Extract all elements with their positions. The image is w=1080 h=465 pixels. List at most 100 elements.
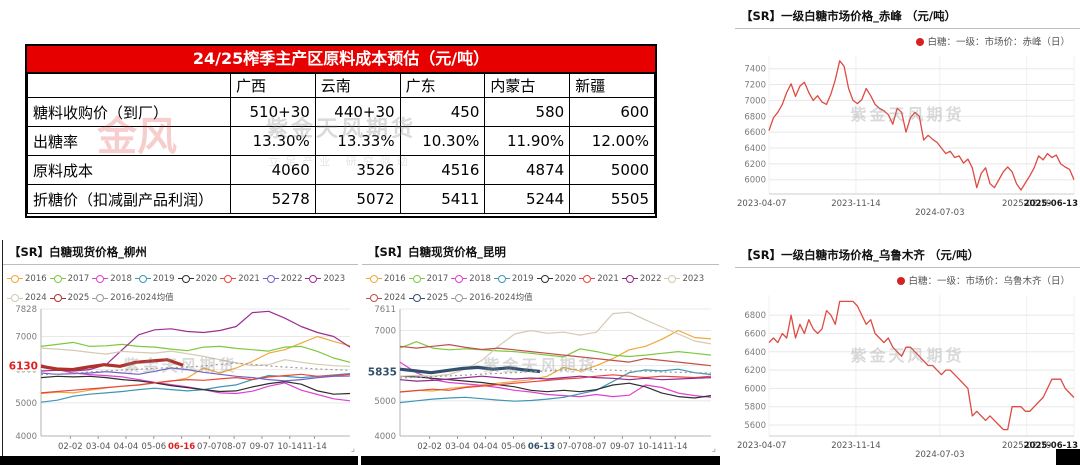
table-row: 出糖率 13.30% 13.33% 10.30% 11.90% 12.00% xyxy=(27,126,655,156)
table-cell: 10.30% xyxy=(399,126,486,156)
chart-title-kunming: 【SR】白糖现货价格_昆明 xyxy=(362,240,719,265)
raw-cost-table: 广西 云南 广东 内蒙古 新疆 糖料收购价（到厂） 510+30 440+30 450 580 60… xyxy=(27,73,655,214)
legend-item-2018: 2018 xyxy=(92,272,132,286)
svg-text:2024-07-03: 2024-07-03 xyxy=(915,450,964,460)
legend-item-label: 2023 xyxy=(323,273,346,284)
svg-text:02-02: 02-02 xyxy=(58,442,83,452)
series-2024-line xyxy=(399,343,712,367)
legend-item-2021: 2021 xyxy=(579,272,619,286)
table-cell: 13.33% xyxy=(314,126,401,156)
table-cell: 5000 xyxy=(569,155,655,185)
svg-text:03-04: 03-04 xyxy=(445,442,470,452)
legend-ring-icon xyxy=(412,294,421,302)
legend-kunming: 2016 2017 2018 2019 2020 2021 2022 2023 2024 2025… xyxy=(362,265,719,306)
table-cell: 13.30% xyxy=(230,126,316,156)
current-value-label: 5835 xyxy=(368,366,397,378)
current-value-label: 6130 xyxy=(9,360,38,372)
legend-item-label: 2023 xyxy=(682,273,705,284)
bottom-black-strip-left xyxy=(0,456,358,465)
svg-text:7000: 7000 xyxy=(744,96,766,106)
kunming-plot-area: 4000 5000 7000 7611 5835 02-02 03-04 04-04 05-06… xyxy=(362,302,719,456)
legend-item-label: 2016 xyxy=(25,273,47,284)
legend-item-label: 2024 xyxy=(25,293,47,303)
legend-urumqi: 白糖：一级：市场价：乌鲁木齐（日） xyxy=(735,268,1080,287)
legend-item-2016-2024均值: 2016-2024均值 xyxy=(92,291,174,305)
row-label: 出糖率 xyxy=(27,126,231,156)
svg-text:7611: 7611 xyxy=(374,305,396,315)
svg-text:6000: 6000 xyxy=(744,384,766,394)
table-cell: 440+30 xyxy=(314,97,401,127)
bottom-black-corner xyxy=(1056,449,1080,465)
legend-item-2018: 2018 xyxy=(451,272,491,286)
legend-ring-icon xyxy=(53,274,62,283)
svg-text:11-14: 11-14 xyxy=(663,442,688,452)
legend-item-2016: 2016 xyxy=(7,272,47,286)
legend-item-2019: 2019 xyxy=(134,272,175,286)
svg-text:2025-06-13: 2025-06-13 xyxy=(1024,199,1078,209)
legend-ring-icon xyxy=(412,274,421,283)
chifeng-plot-area: 6000 6200 6400 6600 6800 7000 7200 7400 2023-04-… xyxy=(735,50,1080,220)
svg-text:7200: 7200 xyxy=(744,81,766,91)
legend-item-label: 2020 xyxy=(195,273,218,284)
chart-title-liuzhou: 【SR】白糖现货价格_柳州 xyxy=(3,240,358,265)
svg-text:04-04: 04-04 xyxy=(473,442,498,452)
chart-title-chifeng: 【SR】一级白糖市场价格_赤峰 （元/吨） xyxy=(735,4,1080,29)
legend-ring-icon xyxy=(138,274,147,283)
legend-item-2024: 2024 xyxy=(366,291,406,305)
kunming-svg: 4000 5000 7000 7611 5835 02-02 03-04 04-04 05-06… xyxy=(366,305,712,452)
svg-text:10-14: 10-14 xyxy=(638,442,663,452)
row-label: 原料成本 xyxy=(27,155,231,185)
legend-ring-icon xyxy=(181,274,190,283)
series-2021-line xyxy=(399,374,712,393)
table-cell: 580 xyxy=(484,97,571,127)
table-cell: 5505 xyxy=(569,184,655,214)
legend-ring-icon xyxy=(224,274,233,283)
table-header-cell: 广东 xyxy=(399,73,486,98)
legend-ring-icon xyxy=(96,294,105,302)
legend-ring-icon xyxy=(625,274,634,283)
svg-text:08-07: 08-07 xyxy=(582,442,607,452)
svg-text:07-07: 07-07 xyxy=(197,442,222,452)
svg-text:6200: 6200 xyxy=(744,160,766,170)
legend-item-label: 2016-2024均值 xyxy=(110,293,174,303)
legend-item-2017: 2017 xyxy=(408,272,448,286)
table-cell: 5072 xyxy=(314,184,401,214)
legend-ring-icon xyxy=(309,274,318,283)
svg-text:03-04: 03-04 xyxy=(86,442,111,452)
series-2020-line xyxy=(399,375,712,399)
legend-liuzhou: 2016 2017 2018 2019 2020 2021 2022 2023 2024 2025… xyxy=(3,265,358,306)
legend-ring-icon xyxy=(497,274,506,283)
table-row: 原料成本 4060 3526 4516 4874 5000 xyxy=(27,155,655,185)
svg-text:6400: 6400 xyxy=(744,144,766,154)
series-2019-line xyxy=(40,373,351,403)
svg-text:09-07: 09-07 xyxy=(250,442,275,452)
legend-item-2021: 2021 xyxy=(220,272,260,286)
svg-text:2023-11-14: 2023-11-14 xyxy=(831,441,880,451)
legend-item-label: 2022 xyxy=(639,273,662,284)
chifeng-svg: 6000 6200 6400 6600 6800 7000 7200 7400 2023-04-… xyxy=(737,56,1078,218)
kunming-spot-chart-panel: 【SR】白糖现货价格_昆明 2016 2017 2018 2019 2020 2021 20… xyxy=(362,240,719,456)
series-2016-2024均值-line xyxy=(40,362,351,376)
legend-item-2022: 2022 xyxy=(621,272,662,286)
svg-text:7400: 7400 xyxy=(744,65,766,75)
legend-item-label: 2025 xyxy=(67,293,90,303)
legend-ring-icon xyxy=(370,294,378,302)
svg-text:02-02: 02-02 xyxy=(417,442,442,452)
legend-ring-icon xyxy=(455,294,464,302)
svg-text:09-07: 09-07 xyxy=(610,442,635,452)
legend-ring-icon xyxy=(266,274,275,283)
legend-ring-icon xyxy=(540,274,549,283)
series-2016-line xyxy=(40,335,351,395)
table-cell: 4060 xyxy=(230,155,316,185)
legend-item-label: 2021 xyxy=(238,273,260,284)
legend-ring-icon xyxy=(11,294,19,302)
legend-label: 白糖：一级：市场价：赤峰（日） xyxy=(927,37,1070,48)
urumqi-series-line xyxy=(768,300,1075,431)
svg-text:6800: 6800 xyxy=(744,112,766,122)
series-2024-line xyxy=(40,347,351,367)
svg-text:07-07: 07-07 xyxy=(557,442,582,452)
table-cell: 450 xyxy=(399,97,486,127)
series-2025-line xyxy=(40,358,184,372)
urumqi-price-chart-panel: 【SR】一级白糖市场价格_乌鲁木齐 （元/吨） 白糖：一级：市场价：乌鲁木齐（日… xyxy=(735,243,1080,462)
